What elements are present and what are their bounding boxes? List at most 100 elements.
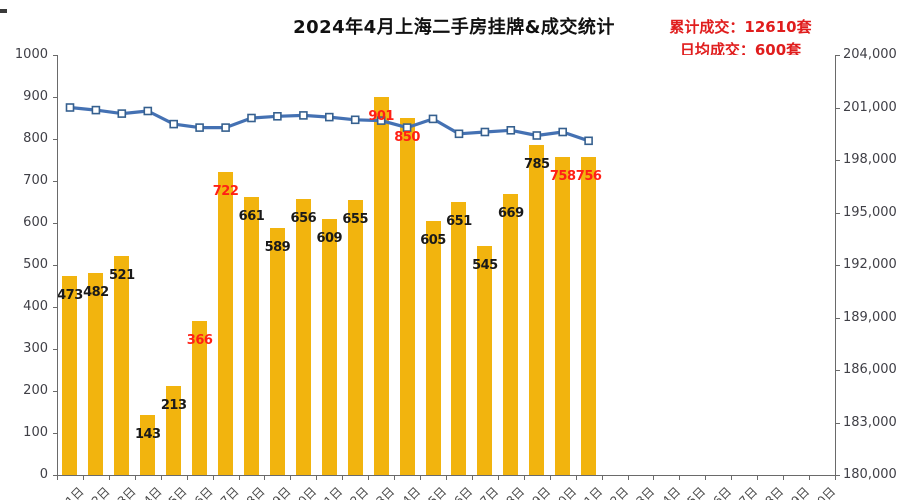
line-marker-square [299,111,308,120]
bar-value-label: 785 [523,157,550,173]
bar-value-label: 213 [160,397,187,413]
bar [166,385,182,475]
left-axis-tick [53,55,57,56]
right-axis-tick [836,265,840,266]
line-marker-square [532,131,542,140]
stat-daily-average: 日均成交：600套 [679,41,802,59]
right-axis-tick-label: 186,000 [843,362,897,377]
left-axis-tick-label: 0 [39,467,48,482]
right-axis-tick-label: 195,000 [843,204,897,220]
left-axis-tick [53,349,57,350]
bar-value-label: 521 [109,268,135,284]
bar-value-label: 545 [472,258,498,274]
screen-edge-artifact [0,9,7,13]
line-marker-square [584,136,593,146]
line-marker-square [480,127,490,137]
right-axis-tick [836,370,840,371]
left-axis-tick [53,391,57,392]
x-axis-tick [186,476,188,480]
right-axis-tick-label: 204,000 [843,47,897,62]
plot-area: 473 482 521 143 213 366 722 661 589 656 609 655 901 8… [57,55,835,475]
right-axis-tick-label: 198,000 [843,152,897,167]
bar-value-label: 651 [446,213,472,229]
bar [244,197,259,475]
x-axis-tick [679,476,681,480]
bar [114,256,130,475]
chart-title: 2024年4月上海二手房挂牌&成交统计 [293,17,615,38]
x-axis-tick [368,476,370,480]
left-axis-tick-label: 400 [23,299,48,314]
left-axis-tick-label: 700 [23,173,48,188]
x-axis-tick [653,476,655,480]
bar-value-label: 850 [394,130,420,145]
x-axis-tick [108,476,110,480]
line-marker-square [117,109,127,118]
bar [269,227,285,475]
x-axis-tick [471,476,473,480]
bar [373,96,389,475]
left-axis-tick-label: 1000 [14,47,48,62]
left-axis-tick [53,97,57,98]
line-marker-square [247,113,256,123]
bar-value-label: 589 [264,239,291,255]
right-axis-tick-label: 201,000 [843,99,897,115]
line-marker-square [195,123,204,132]
left-axis-tick [53,307,57,308]
line-marker-square [324,112,334,122]
bar-value-label: 366 [186,333,213,349]
x-axis-tick [523,476,525,480]
bar [399,118,415,475]
x-axis-tick [82,476,84,480]
line-marker-square [402,123,412,132]
bar [529,145,545,475]
line-marker-square [169,119,178,129]
x-axis-tick [316,476,318,480]
line-marker-square [143,106,153,116]
listing-line-series [65,103,593,146]
bar-value-label: 143 [134,426,161,442]
bar-value-label: 901 [368,108,394,124]
bar [88,272,104,475]
left-axis-tick-label: 800 [23,131,48,146]
x-axis-tick [238,476,240,480]
bar-value-label: 656 [290,211,317,227]
x-axis-tick [264,476,266,480]
right-axis-tick [836,317,840,319]
left-axis-tick [53,265,57,266]
bar-value-label: 669 [498,206,524,222]
x-axis-tick [835,476,836,480]
x-axis-tick [134,476,136,480]
left-axis-tick [53,181,57,182]
right-axis-tick [836,422,840,424]
left-axis-tick-label: 500 [23,257,48,272]
x-axis-tick [809,476,811,480]
bar [555,156,571,475]
bar-value-label: 605 [420,232,446,248]
left-axis-tick-label: 900 [23,89,48,104]
left-axis-tick-label: 200 [23,383,48,398]
line-marker-square [65,103,75,112]
bar [321,219,337,475]
bar-value-label: 661 [238,209,265,225]
bar [581,157,597,475]
right-axis-tick-label: 180,000 [843,467,897,482]
line-marker-square [376,116,386,125]
bar [503,194,519,475]
right-axis-tick-label: 183,000 [843,414,897,430]
left-axis-tick [53,433,57,434]
right-axis-tick [836,212,840,214]
x-axis-tick [290,476,292,480]
x-axis-tick [783,476,785,480]
line-marker-square [350,115,360,125]
bar [451,201,467,475]
left-axis-tick-label: 100 [23,425,48,440]
x-axis-tick [601,476,603,480]
bar [425,220,441,475]
left-axis-tick [53,139,57,140]
line-marker-square [506,126,516,135]
x-axis-category-label: 4月1日 [47,483,87,500]
x-axis-tick [420,476,422,480]
x-axis-tick [394,476,396,480]
x-axis-tick [497,476,499,480]
